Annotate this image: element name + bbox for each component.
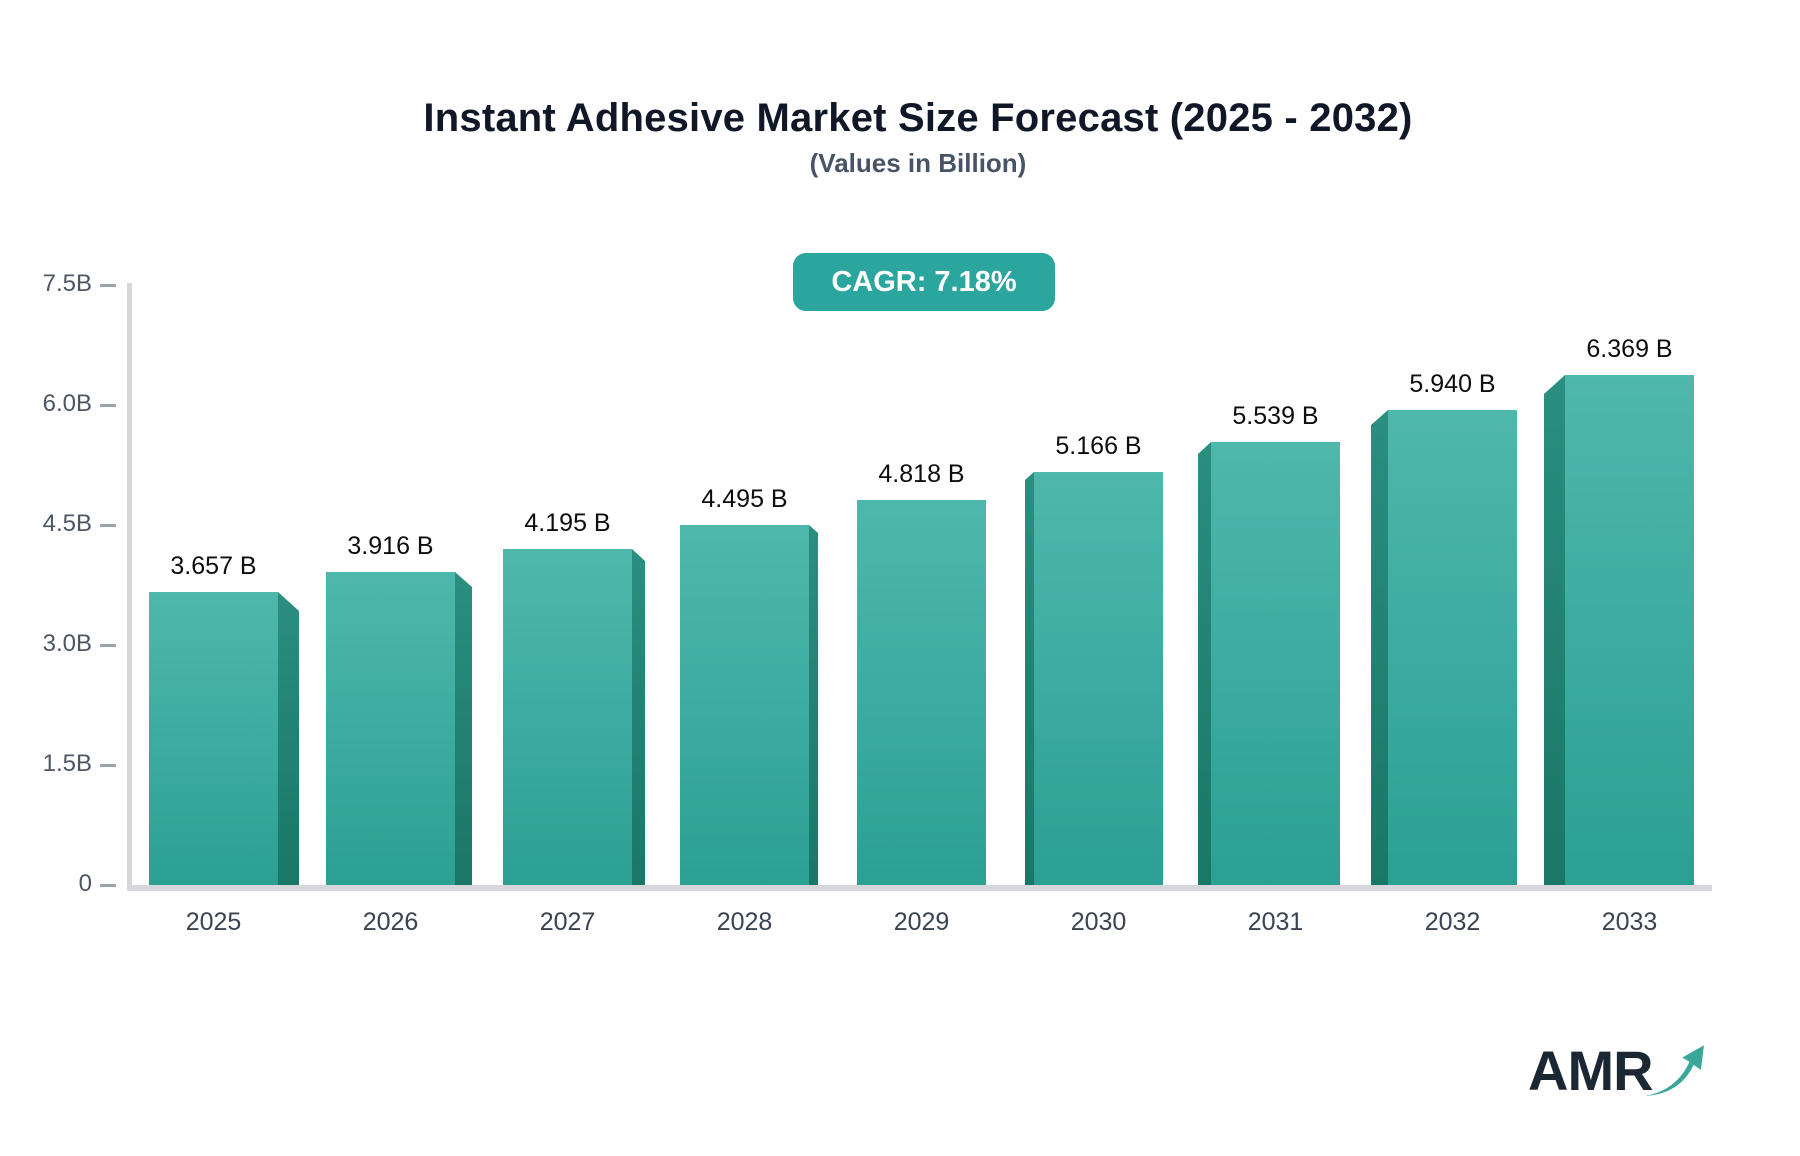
- bar-face: [326, 572, 455, 885]
- cagr-badge: CAGR: 7.18%: [793, 253, 1055, 311]
- bar-value-label-2033: 6.369 B: [1586, 335, 1673, 363]
- bar-side-shade: [1371, 410, 1388, 885]
- chart-subtitle: (Values in Billion): [809, 148, 1027, 178]
- x-axis-baseline: [127, 885, 1712, 891]
- y-tick-dash: [100, 524, 116, 527]
- chart-title: Instant Adhesive Market Size Forecast (2…: [423, 96, 1413, 140]
- y-tick-dash: [100, 644, 116, 647]
- bar-2029: [857, 500, 986, 885]
- bar-value-label-2030: 5.166 B: [1055, 432, 1142, 460]
- bar-value-label-2026: 3.916 B: [347, 532, 434, 560]
- y-tick-dash: [100, 404, 116, 407]
- bar-2028: [680, 525, 818, 885]
- bar-value-label-2027: 4.195 B: [524, 509, 611, 537]
- bar-2031: [1198, 442, 1340, 885]
- y-tick-dash: [100, 764, 116, 767]
- bar-2027: [503, 549, 645, 885]
- bar-side-shade: [1198, 442, 1211, 885]
- x-label-2026: 2026: [362, 908, 419, 936]
- bar-2026: [326, 572, 472, 885]
- bar-face: [503, 549, 632, 885]
- bar-value-label-2031: 5.539 B: [1232, 402, 1319, 430]
- y-axis-line: [127, 283, 132, 891]
- bar-side-shade: [278, 592, 299, 885]
- bar-2025: [149, 592, 299, 885]
- bar-2033: [1544, 375, 1694, 885]
- x-label-2029: 2029: [893, 908, 950, 936]
- y-tick-dash: [100, 284, 116, 287]
- x-label-2030: 2030: [1070, 908, 1127, 936]
- growth-arrow-icon: [1644, 1044, 1704, 1096]
- bar-side-shade: [455, 572, 472, 885]
- x-label-2032: 2032: [1424, 908, 1481, 936]
- y-tick-label: 7.5B: [42, 270, 92, 297]
- x-label-2031: 2031: [1247, 908, 1304, 936]
- brand-logo: AMR: [1528, 1038, 1705, 1103]
- y-tick-label: 6.0B: [42, 390, 92, 417]
- bar-face: [1565, 375, 1694, 885]
- bar-side-shade: [1025, 472, 1034, 885]
- bar-face: [680, 525, 809, 885]
- bar-face: [1211, 442, 1340, 885]
- bar-face: [149, 592, 278, 885]
- bar-value-label-2028: 4.495 B: [701, 485, 788, 513]
- bar-2032: [1371, 410, 1517, 885]
- x-label-2033: 2033: [1601, 908, 1658, 936]
- bar-side-shade: [632, 549, 645, 885]
- bar-side-shade: [1544, 375, 1565, 885]
- x-label-2027: 2027: [539, 908, 596, 936]
- x-label-2028: 2028: [716, 908, 773, 936]
- x-label-2025: 2025: [185, 908, 242, 936]
- y-tick-label: 0: [78, 870, 92, 897]
- brand-logo-text: AMR: [1528, 1039, 1654, 1102]
- y-tick-label: 3.0B: [42, 630, 92, 657]
- bar-face: [1388, 410, 1517, 885]
- y-tick-label: 4.5B: [42, 510, 92, 537]
- bar-value-label-2025: 3.657 B: [170, 552, 257, 580]
- bar-side-shade: [809, 525, 818, 885]
- y-tick-dash: [100, 884, 116, 887]
- bar-value-label-2029: 4.818 B: [878, 460, 965, 488]
- bar-face: [1034, 472, 1163, 885]
- bar-2030: [1025, 472, 1163, 885]
- y-tick-label: 1.5B: [42, 750, 92, 777]
- bar-face: [857, 500, 986, 885]
- bar-value-label-2032: 5.940 B: [1409, 370, 1496, 398]
